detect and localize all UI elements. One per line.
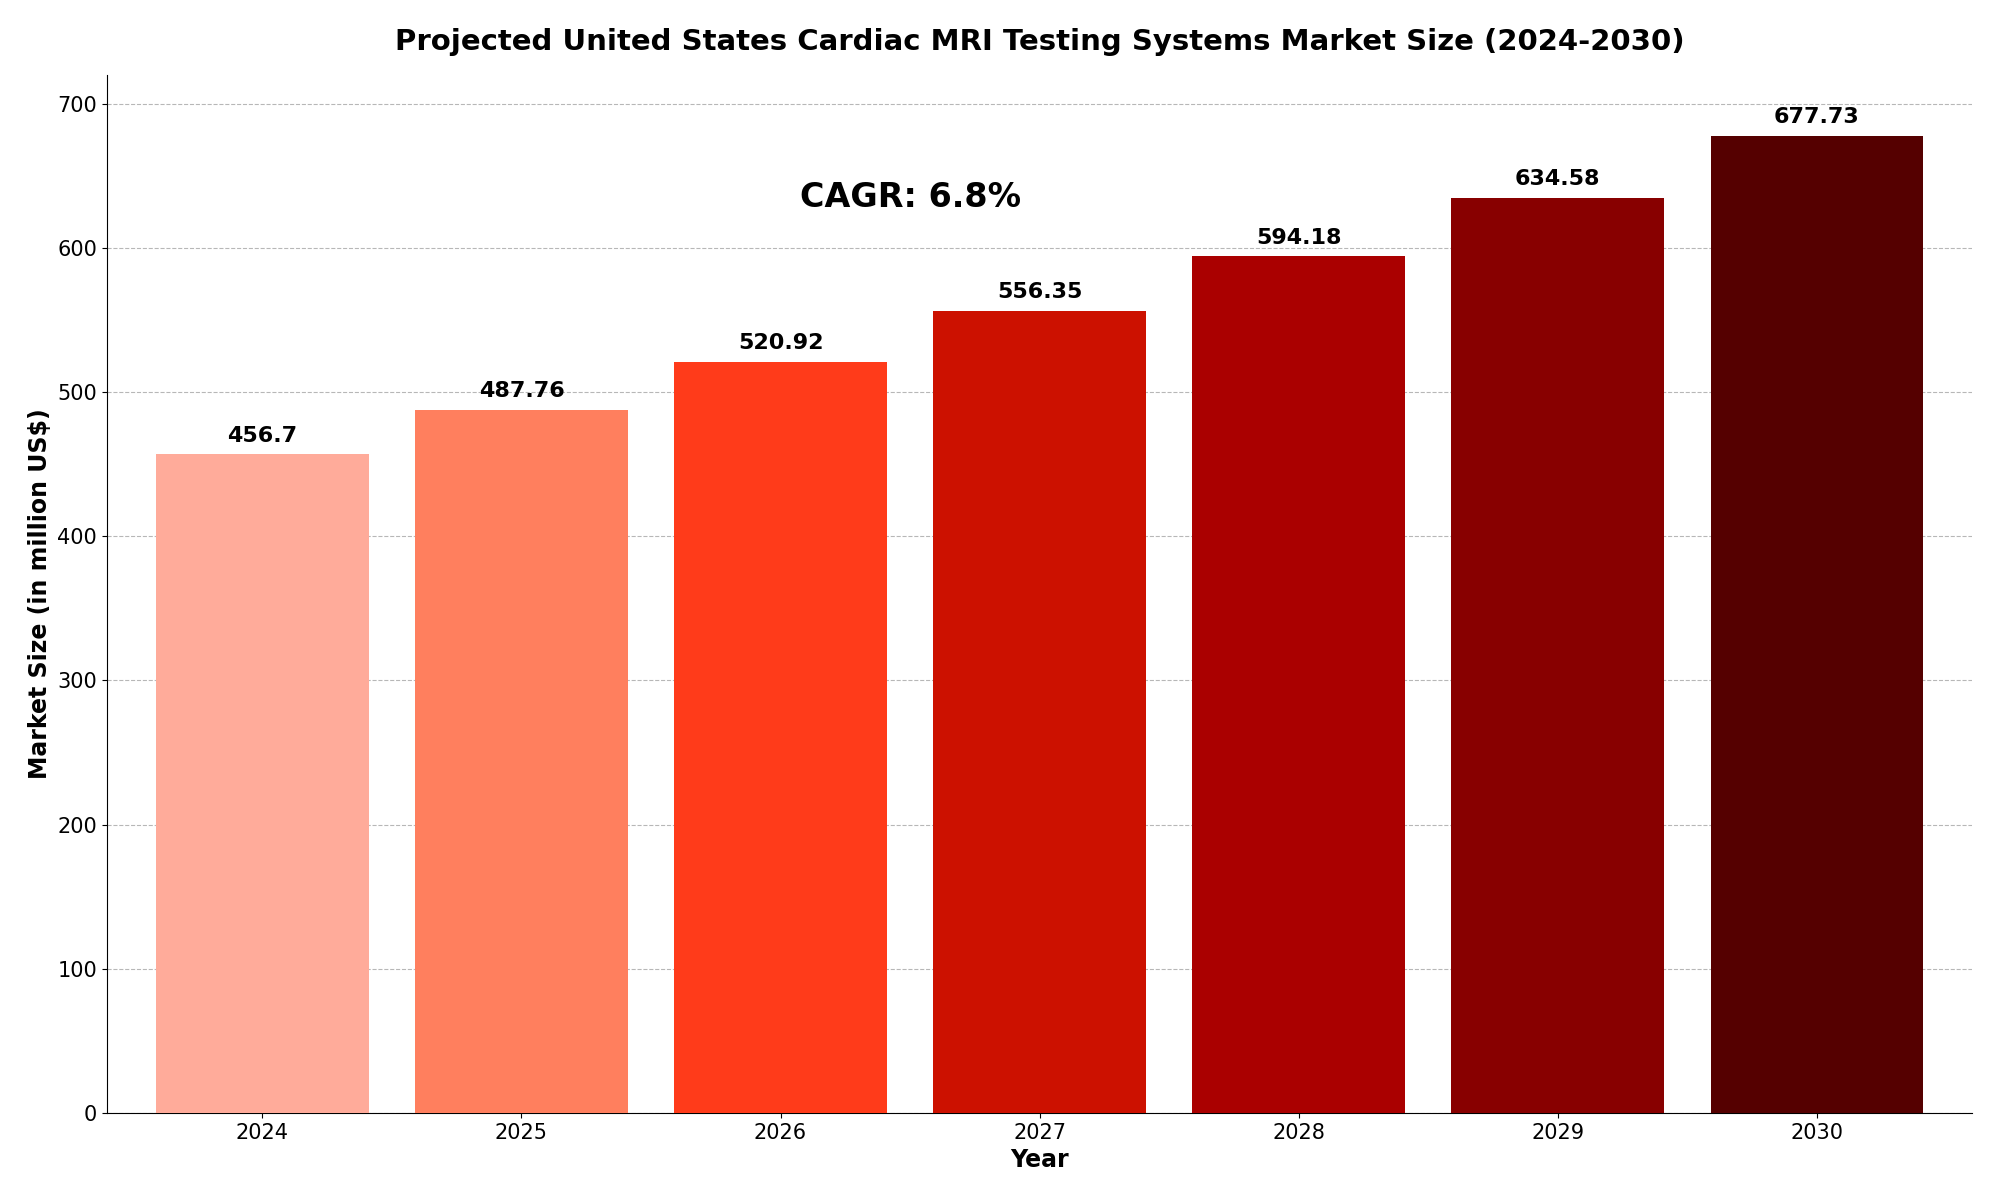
Text: 634.58: 634.58 — [1514, 169, 1600, 190]
Bar — [1710, 136, 1922, 1112]
Bar — [934, 311, 1146, 1112]
Bar — [156, 455, 368, 1112]
Bar — [1192, 256, 1404, 1112]
Text: 677.73: 677.73 — [1774, 107, 1860, 127]
Bar — [1452, 198, 1664, 1112]
Text: 520.92: 520.92 — [738, 334, 824, 353]
Text: 594.18: 594.18 — [1256, 228, 1342, 247]
Text: 456.7: 456.7 — [228, 426, 298, 445]
Text: 487.76: 487.76 — [478, 380, 564, 401]
Y-axis label: Market Size (in million US$): Market Size (in million US$) — [28, 408, 52, 779]
Bar — [416, 409, 628, 1112]
Bar — [674, 362, 886, 1112]
Title: Projected United States Cardiac MRI Testing Systems Market Size (2024-2030): Projected United States Cardiac MRI Test… — [394, 28, 1684, 55]
Text: 556.35: 556.35 — [996, 282, 1082, 302]
X-axis label: Year: Year — [1010, 1148, 1068, 1172]
Text: CAGR: 6.8%: CAGR: 6.8% — [800, 181, 1020, 214]
